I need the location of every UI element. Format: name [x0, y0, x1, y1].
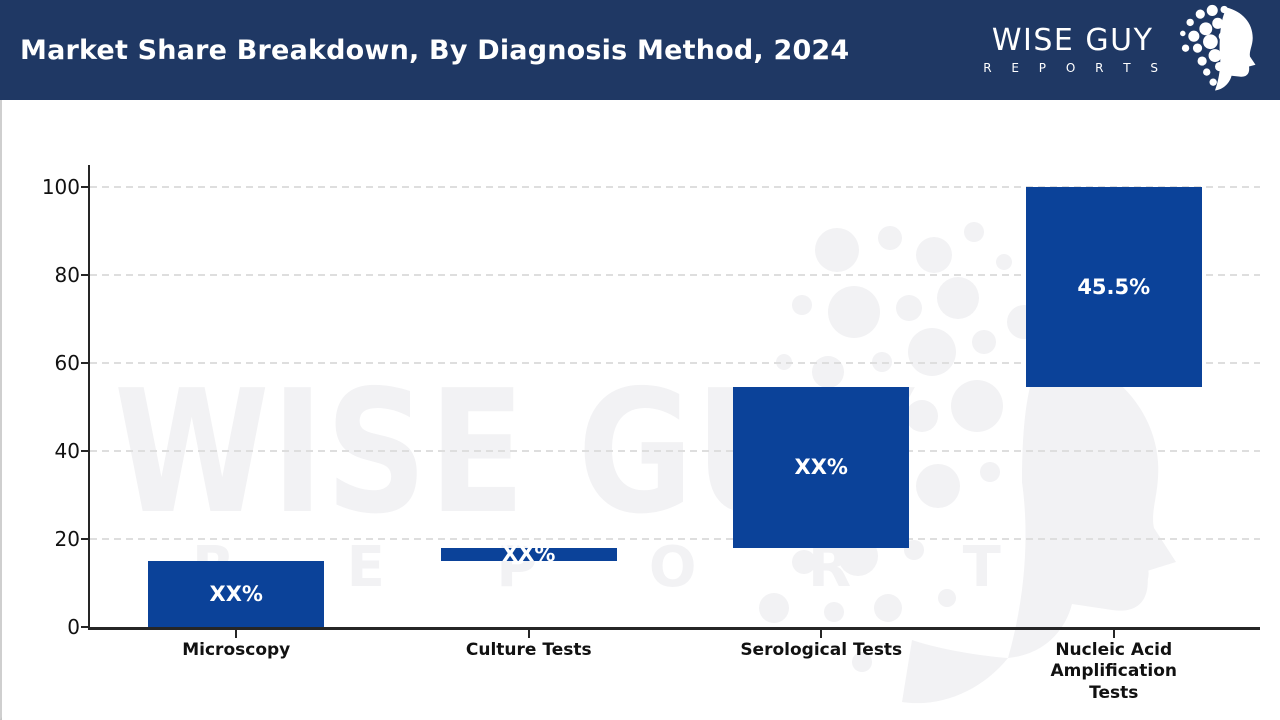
wise-guy-reports-logo: WISE GUY R E P O R T S	[979, 4, 1258, 96]
y-tick-label-100: 100	[41, 175, 80, 199]
y-tick-mark-40	[81, 450, 89, 452]
x-tick-mark-microscopy	[235, 629, 238, 638]
gridline-80	[90, 274, 1260, 276]
gridline-100	[90, 186, 1260, 188]
y-tick-mark-0	[81, 626, 89, 628]
y-tick-label-0: 0	[67, 615, 80, 639]
bar-microscopy: XX%	[148, 561, 325, 627]
bar-value-label-serological-tests: XX%	[794, 455, 848, 480]
logo-name: WISE GUY	[991, 22, 1154, 58]
bar-nucleic-acid-amplification-tests: 45.5%	[1025, 187, 1202, 388]
logo-face-icon	[1180, 4, 1256, 91]
bar-serological-tests: XX%	[733, 387, 910, 548]
logo-text: WISE GUY R E P O R T S	[979, 22, 1166, 75]
x-tick-mark-culture-tests	[527, 629, 530, 638]
y-tick-mark-80	[81, 274, 89, 276]
header-bar: Market Share Breakdown, By Diagnosis Met…	[0, 0, 1280, 100]
x-category-label-serological-tests: Serological Tests	[740, 640, 903, 660]
x-category-label-nucleic-acid-amplification-tests: Nucleic Acid Amplification Tests	[1050, 640, 1178, 703]
x-category-label-microscopy: Microscopy	[182, 640, 291, 660]
y-axis-line	[87, 165, 90, 630]
x-tick-mark-serological-tests	[820, 629, 823, 638]
y-tick-label-60: 60	[54, 351, 80, 375]
bar-value-label-microscopy: XX%	[209, 582, 263, 606]
y-tick-label-40: 40	[54, 439, 80, 463]
logo-subtitle: R E P O R T S	[983, 60, 1166, 75]
gridline-20	[90, 538, 1260, 540]
bar-value-label-nucleic-acid-amplification-tests: 45.5%	[1077, 275, 1151, 300]
y-tick-label-80: 80	[54, 263, 80, 287]
y-tick-mark-60	[81, 362, 89, 364]
bar-culture-tests: XX%	[440, 542, 617, 566]
gridline-40	[90, 450, 1260, 452]
gridline-60	[90, 362, 1260, 364]
chart-title: Market Share Breakdown, By Diagnosis Met…	[20, 34, 850, 66]
plot-area: WISE GUY R E P O R T S 0 20 40 60 80 100 XX% Mi…	[2, 100, 1280, 720]
bar-value-label-culture-tests: XX%	[502, 542, 556, 567]
y-tick-label-20: 20	[54, 527, 80, 551]
x-tick-mark-nucleic-acid-amplification-tests	[1112, 629, 1115, 638]
y-tick-mark-20	[81, 538, 89, 540]
x-category-label-culture-tests: Culture Tests	[465, 640, 592, 660]
y-tick-mark-100	[81, 186, 89, 188]
watermark-reports: R E P O R T S	[192, 535, 1199, 600]
x-axis-line	[87, 627, 1260, 630]
